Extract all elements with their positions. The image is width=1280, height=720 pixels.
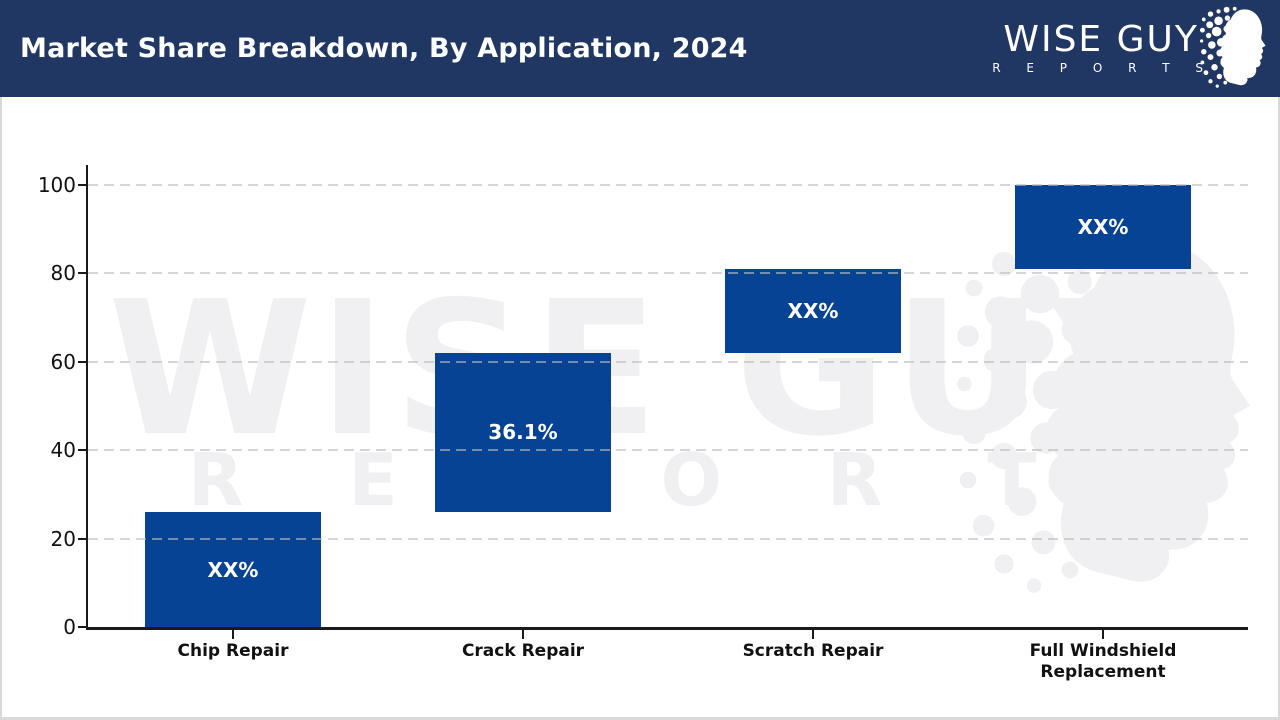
- bar-chip-repair: XX%: [145, 512, 321, 627]
- bar-value-label: XX%: [207, 557, 259, 582]
- bar-value-label: XX%: [787, 298, 839, 323]
- xcat-label-2: Crack Repair: [461, 641, 585, 661]
- plot-area: WISE GUY R E P O R T S XX% 36.1% XX% XX%: [88, 184, 1250, 627]
- xcat-label-3: Scratch Repair: [742, 641, 884, 661]
- brand-subtitle: R E P O R T S: [992, 61, 1214, 75]
- bar-value-label: XX%: [1077, 214, 1129, 239]
- xcat-label-1: Chip Repair: [177, 641, 289, 661]
- bar-value-label: 36.1%: [488, 420, 558, 445]
- xtick-mark: [1102, 630, 1104, 639]
- gridline-100: [88, 184, 1248, 186]
- brand-logo: WISE GUY R E P O R T S: [988, 6, 1266, 92]
- watermark: WISE GUY R E P O R T S: [108, 231, 1250, 593]
- header-bar: Market Share Breakdown, By Application, …: [0, 0, 1280, 97]
- ytick-mark-60: [78, 360, 87, 363]
- gridline-80: [88, 272, 1248, 275]
- xtick-mark: [522, 630, 524, 639]
- head-profile-logo-icon: [1198, 6, 1266, 92]
- ytick-label-100: 100: [37, 173, 76, 197]
- ytick-label-20: 20: [50, 526, 76, 551]
- ytick-mark-100: [78, 184, 87, 186]
- xcat-label-4: Full Windshield Replacement: [1029, 641, 1177, 682]
- x-axis-line: [86, 627, 1248, 630]
- ytick-label-80: 80: [50, 261, 76, 286]
- xtick-mark: [232, 630, 234, 639]
- ytick-mark-80: [78, 272, 87, 275]
- bar-full-windshield-replacement: XX%: [1015, 185, 1191, 269]
- brand-name: WISE GUY: [1003, 19, 1199, 60]
- ytick-mark-40: [78, 449, 87, 452]
- bar-scratch-repair: XX%: [725, 268, 901, 353]
- gridline-40: [88, 449, 1248, 452]
- gridline-20: [88, 537, 1248, 540]
- ytick-label-0: 0: [63, 615, 76, 639]
- page-title: Market Share Breakdown, By Application, …: [20, 33, 748, 64]
- ytick-label-60: 60: [50, 349, 76, 374]
- xtick-mark: [812, 630, 814, 639]
- ytick-mark-0: [78, 626, 87, 628]
- y-axis-line: [86, 165, 88, 629]
- ytick-mark-20: [78, 537, 87, 540]
- ytick-label-40: 40: [50, 438, 76, 463]
- bar-crack-repair: 36.1%: [435, 352, 611, 513]
- gridline-60: [88, 360, 1248, 363]
- brand-logo-text: WISE GUY R E P O R T S: [988, 19, 1214, 76]
